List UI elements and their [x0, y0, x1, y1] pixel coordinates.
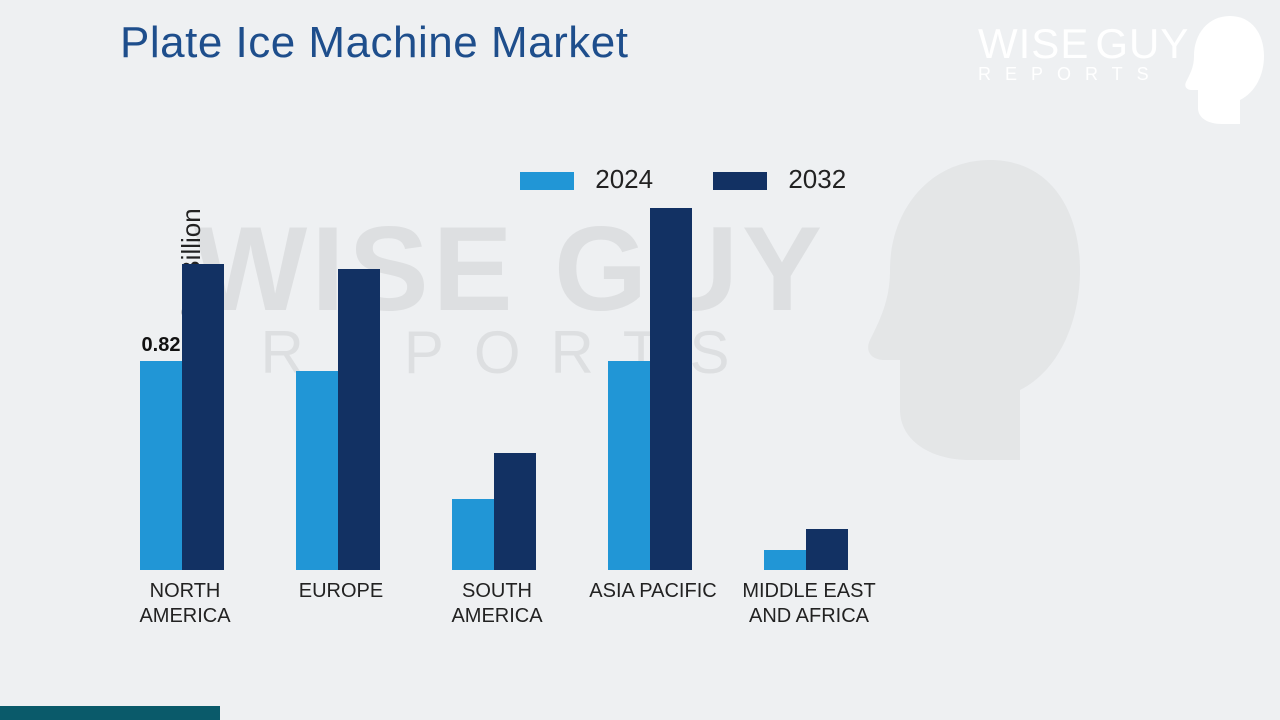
bar-series-a: [608, 361, 650, 570]
legend-label-2024: 2024: [595, 164, 653, 194]
bar-series-a: [452, 499, 494, 570]
legend-swatch-2024: [520, 172, 574, 190]
legend-label-2032: 2032: [788, 164, 846, 194]
logo-line2: REPORTS: [978, 64, 1258, 85]
legend-item-2024: 2024: [520, 164, 653, 195]
bar-series-b: [338, 269, 380, 570]
bar-series-b: [650, 208, 692, 570]
legend: 2024 2032: [520, 164, 846, 195]
logo-word-guy: GUY: [1095, 20, 1189, 67]
logo-text: WISEGUY REPORTS: [978, 20, 1258, 85]
chart-area: 0.82: [120, 200, 900, 570]
category-label: MIDDLE EAST AND AFRICA: [739, 579, 879, 629]
brand-logo: WISEGUY REPORTS: [978, 14, 1258, 79]
category-label: ASIA PACIFIC: [583, 579, 723, 604]
bar-series-a: [764, 550, 806, 570]
chart-title: Plate Ice Machine Market: [120, 18, 628, 68]
bar-series-b: [494, 453, 536, 570]
bar-series-b: [182, 264, 224, 570]
logo-word-wise: WISE: [978, 20, 1089, 67]
bar-value-label: 0.82: [131, 334, 191, 357]
category-label: NORTH AMERICA: [115, 579, 255, 629]
plot-area: 0.82: [120, 200, 900, 570]
category-label: SOUTH AMERICA: [427, 579, 567, 629]
category-label: EUROPE: [271, 579, 411, 604]
bar-series-a: [140, 361, 182, 570]
category-labels: NORTH AMERICAEUROPESOUTH AMERICAASIA PAC…: [120, 575, 900, 705]
bar-series-a: [296, 371, 338, 570]
legend-swatch-2032: [713, 172, 767, 190]
bottom-left-accent: [0, 706, 220, 720]
legend-item-2032: 2032: [713, 164, 846, 195]
logo-line1: WISEGUY: [978, 20, 1258, 68]
bar-series-b: [806, 529, 848, 570]
